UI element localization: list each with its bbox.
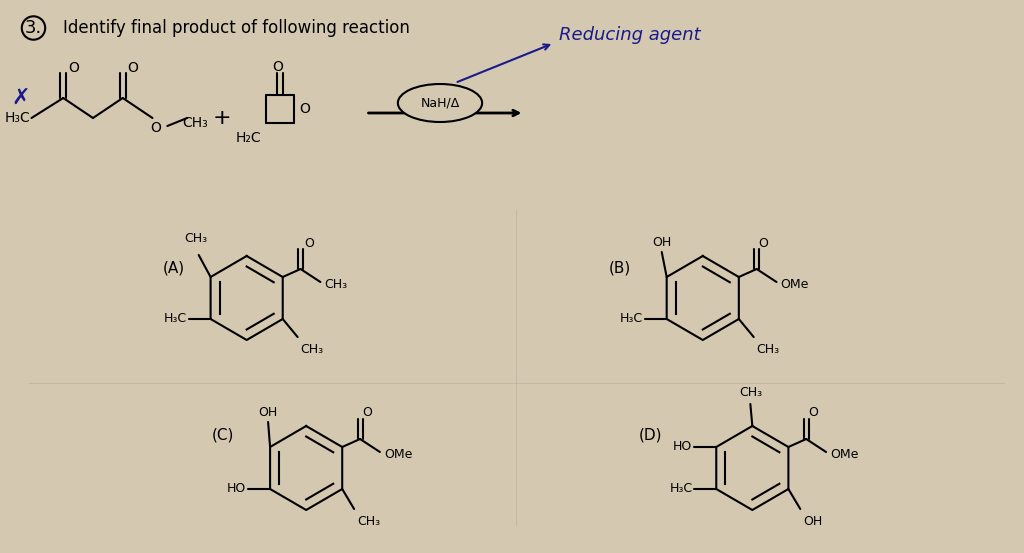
Text: OMe: OMe xyxy=(830,448,858,462)
Text: O: O xyxy=(69,61,79,75)
Text: CH₃: CH₃ xyxy=(357,515,380,528)
Text: O: O xyxy=(128,61,138,75)
Text: H₂C: H₂C xyxy=(236,131,261,145)
Text: OMe: OMe xyxy=(780,279,809,291)
Text: (B): (B) xyxy=(608,260,631,275)
Text: CH₃: CH₃ xyxy=(182,116,208,130)
Text: CH₃: CH₃ xyxy=(738,387,762,399)
Text: ✗: ✗ xyxy=(11,88,30,108)
Text: NaH/Δ: NaH/Δ xyxy=(421,97,460,109)
Text: H₃C: H₃C xyxy=(164,312,186,326)
Text: O: O xyxy=(151,121,162,135)
Text: (D): (D) xyxy=(638,427,662,442)
Text: O: O xyxy=(808,406,818,420)
Text: (A): (A) xyxy=(163,260,184,275)
Text: CH₃: CH₃ xyxy=(301,343,324,356)
Text: HO: HO xyxy=(227,483,247,495)
Text: +: + xyxy=(213,108,231,128)
Text: H₃C: H₃C xyxy=(670,483,692,495)
Text: Reducing agent: Reducing agent xyxy=(559,26,700,44)
Text: H₃C: H₃C xyxy=(5,111,31,125)
Text: OH: OH xyxy=(803,515,822,528)
Text: CH₃: CH₃ xyxy=(757,343,780,356)
Text: O: O xyxy=(272,60,283,74)
Text: HO: HO xyxy=(673,441,692,453)
Text: O: O xyxy=(304,237,314,249)
Text: O: O xyxy=(759,237,769,249)
Text: 3.: 3. xyxy=(25,19,42,37)
Text: CH₃: CH₃ xyxy=(325,279,347,291)
Text: O: O xyxy=(299,102,310,116)
Text: OMe: OMe xyxy=(384,448,413,462)
Ellipse shape xyxy=(398,84,482,122)
Text: CH₃: CH₃ xyxy=(184,232,207,245)
Text: O: O xyxy=(362,406,372,420)
Text: (C): (C) xyxy=(212,427,234,442)
Text: Identify final product of following reaction: Identify final product of following reac… xyxy=(63,19,410,37)
Text: OH: OH xyxy=(652,236,672,248)
Text: OH: OH xyxy=(258,405,278,419)
Text: H₃C: H₃C xyxy=(620,312,643,326)
